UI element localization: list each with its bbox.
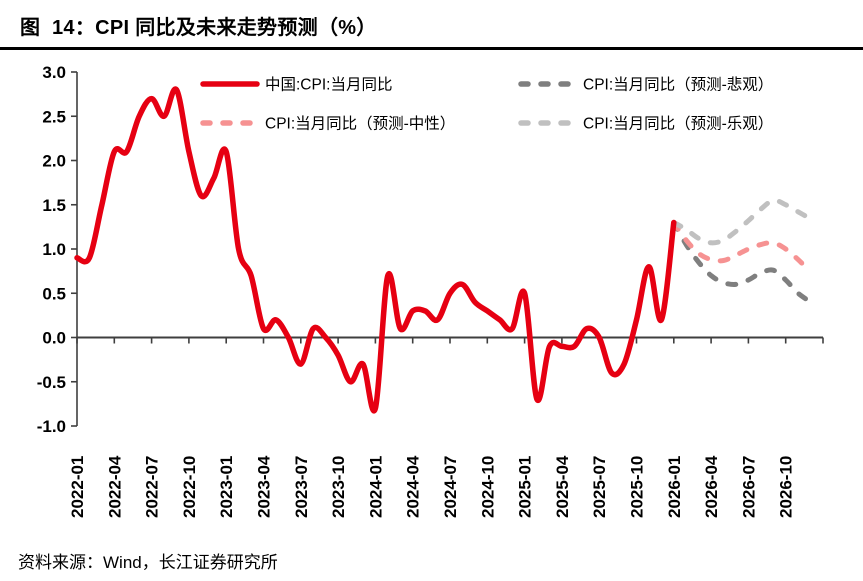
x-tick-label: 2025-04 [553, 455, 572, 518]
y-tick-label: 1.5 [42, 196, 66, 215]
y-tick-label: 0.0 [42, 329, 66, 348]
x-tick-label: 2025-01 [516, 456, 535, 518]
series-optimistic [671, 197, 814, 246]
legend-label-neutral: CPI:当月同比（预测-中性） [265, 115, 455, 133]
x-tick-label: 2022-04 [105, 455, 124, 518]
x-tick-label: 2025-07 [590, 456, 609, 518]
legend-label-pessimistic: CPI:当月同比（预测-悲观） [583, 76, 773, 94]
x-tick-label: 2026-10 [777, 456, 796, 518]
x-tick-label: 2024-01 [366, 456, 385, 518]
x-tick-label: 2024-10 [478, 456, 497, 518]
y-tick-label: 0.5 [42, 284, 66, 303]
x-tick-label: 2024-07 [441, 456, 460, 518]
legend-label-actual: 中国:CPI:当月同比 [265, 76, 392, 94]
x-tick-label: 2023-07 [292, 456, 311, 518]
title-divider [0, 47, 863, 50]
x-tick-label: 2026-04 [702, 455, 721, 518]
x-tick-label: 2022-07 [143, 456, 162, 518]
figure-title: 图 14：CPI 同比及未来走势预测（%） [20, 17, 377, 39]
series-actual [74, 86, 677, 414]
x-tick-label: 2023-10 [329, 456, 348, 518]
x-tick-label: 2023-04 [255, 455, 274, 518]
x-tick-label: 2023-01 [217, 456, 236, 518]
y-tick-label: 2.0 [42, 152, 66, 171]
series-neutral [671, 220, 814, 275]
series-pessimistic [671, 220, 814, 305]
x-tick-label: 2022-01 [68, 456, 87, 518]
figure-title-row: 图 14：CPI 同比及未来走势预测（%） [0, 0, 863, 40]
x-tick-label: 2026-07 [739, 456, 758, 518]
x-tick-label: 2022-10 [180, 456, 199, 518]
y-tick-label: 1.0 [42, 240, 66, 259]
y-tick-label: 3.0 [42, 63, 66, 82]
cpi-line-chart: -1.0 -0.5 0.0 0.5 1.0 1.5 2.0 2.5 3.0 2022-01 2022… [37, 63, 824, 518]
x-tick-label: 2025-10 [628, 456, 647, 518]
legend-label-optimistic: CPI:当月同比（预测-乐观） [583, 115, 773, 133]
y-tick-label: -0.5 [37, 373, 66, 392]
y-tick-label: 2.5 [42, 107, 66, 126]
source-note: 资料来源：Wind，长江证券研究所 [18, 553, 278, 572]
y-tick-label: -1.0 [37, 417, 66, 436]
x-tick-label: 2026-01 [665, 456, 684, 518]
x-tick-label: 2024-04 [404, 455, 423, 518]
